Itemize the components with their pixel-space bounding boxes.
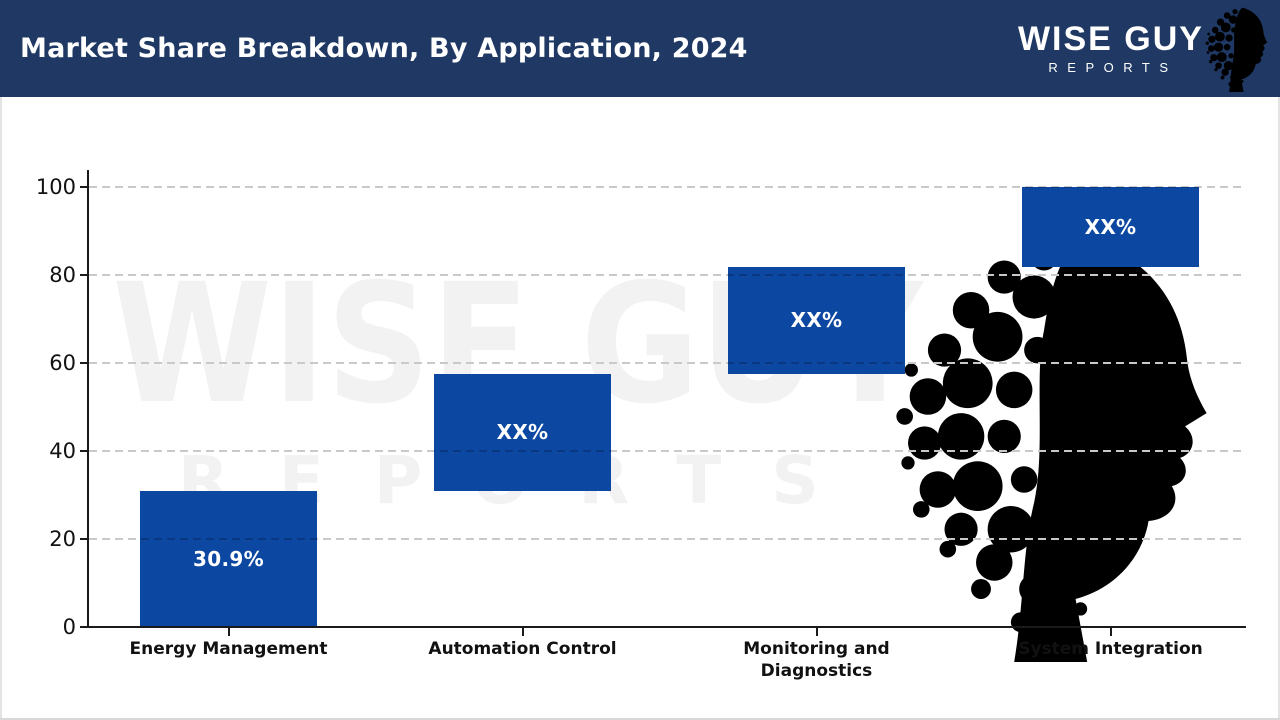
y-tick-0: [80, 626, 88, 628]
x-category-label: Monitoring and Diagnostics: [743, 639, 890, 682]
gridline-80: [89, 274, 1245, 276]
y-axis-line: [87, 170, 89, 628]
bar-value-label: XX%: [1084, 215, 1137, 240]
y-tick-40: [80, 450, 88, 452]
x-tick-0: [227, 628, 230, 636]
x-tick-2: [815, 628, 818, 636]
gridline-40: [89, 450, 1245, 452]
y-tick-20: [80, 538, 88, 540]
y-tick-label-80: 80: [49, 263, 76, 287]
x-tick-3: [1109, 628, 1112, 636]
y-tick-label-60: 60: [49, 351, 76, 375]
y-tick-label-0: 0: [62, 615, 76, 639]
bar-automation-control: XX%: [434, 373, 611, 492]
x-tick-1: [521, 628, 524, 636]
bar-energy-management: 30.9%: [140, 491, 317, 627]
x-category-label: System Integration: [1018, 639, 1203, 659]
y-tick-label-20: 20: [49, 527, 76, 551]
y-tick-label-40: 40: [49, 439, 76, 463]
brand-name: WISE GUY: [1017, 20, 1204, 58]
bar-monitoring-and-diagnostics: XX%: [728, 267, 905, 374]
y-tick-80: [80, 274, 88, 276]
bar-value-label: XX%: [790, 308, 843, 333]
bar-value-label: 30.9%: [193, 547, 264, 571]
y-tick-label-100: 100: [35, 175, 76, 199]
brand-face-icon: [1204, 5, 1270, 92]
x-category-label: Automation Control: [428, 639, 617, 659]
y-tick-60: [80, 362, 88, 364]
brand-logo: WISE GUY REPORTS: [1018, 5, 1270, 92]
bar-system-integration: XX%: [1022, 187, 1199, 268]
brand-tagline: REPORTS: [1048, 60, 1178, 75]
gridline-20: [89, 538, 1245, 540]
gridline-60: [89, 362, 1245, 364]
y-tick-100: [80, 186, 88, 188]
page-title: Market Share Breakdown, By Application, …: [20, 33, 748, 64]
header-bar: Market Share Breakdown, By Application, …: [0, 0, 1280, 97]
bar-value-label: XX%: [496, 420, 549, 445]
x-axis-line: [87, 626, 1246, 628]
brand-text: WISE GUY REPORTS: [1018, 22, 1204, 75]
x-category-label: Energy Management: [129, 639, 328, 659]
gridline-100: [89, 186, 1245, 188]
